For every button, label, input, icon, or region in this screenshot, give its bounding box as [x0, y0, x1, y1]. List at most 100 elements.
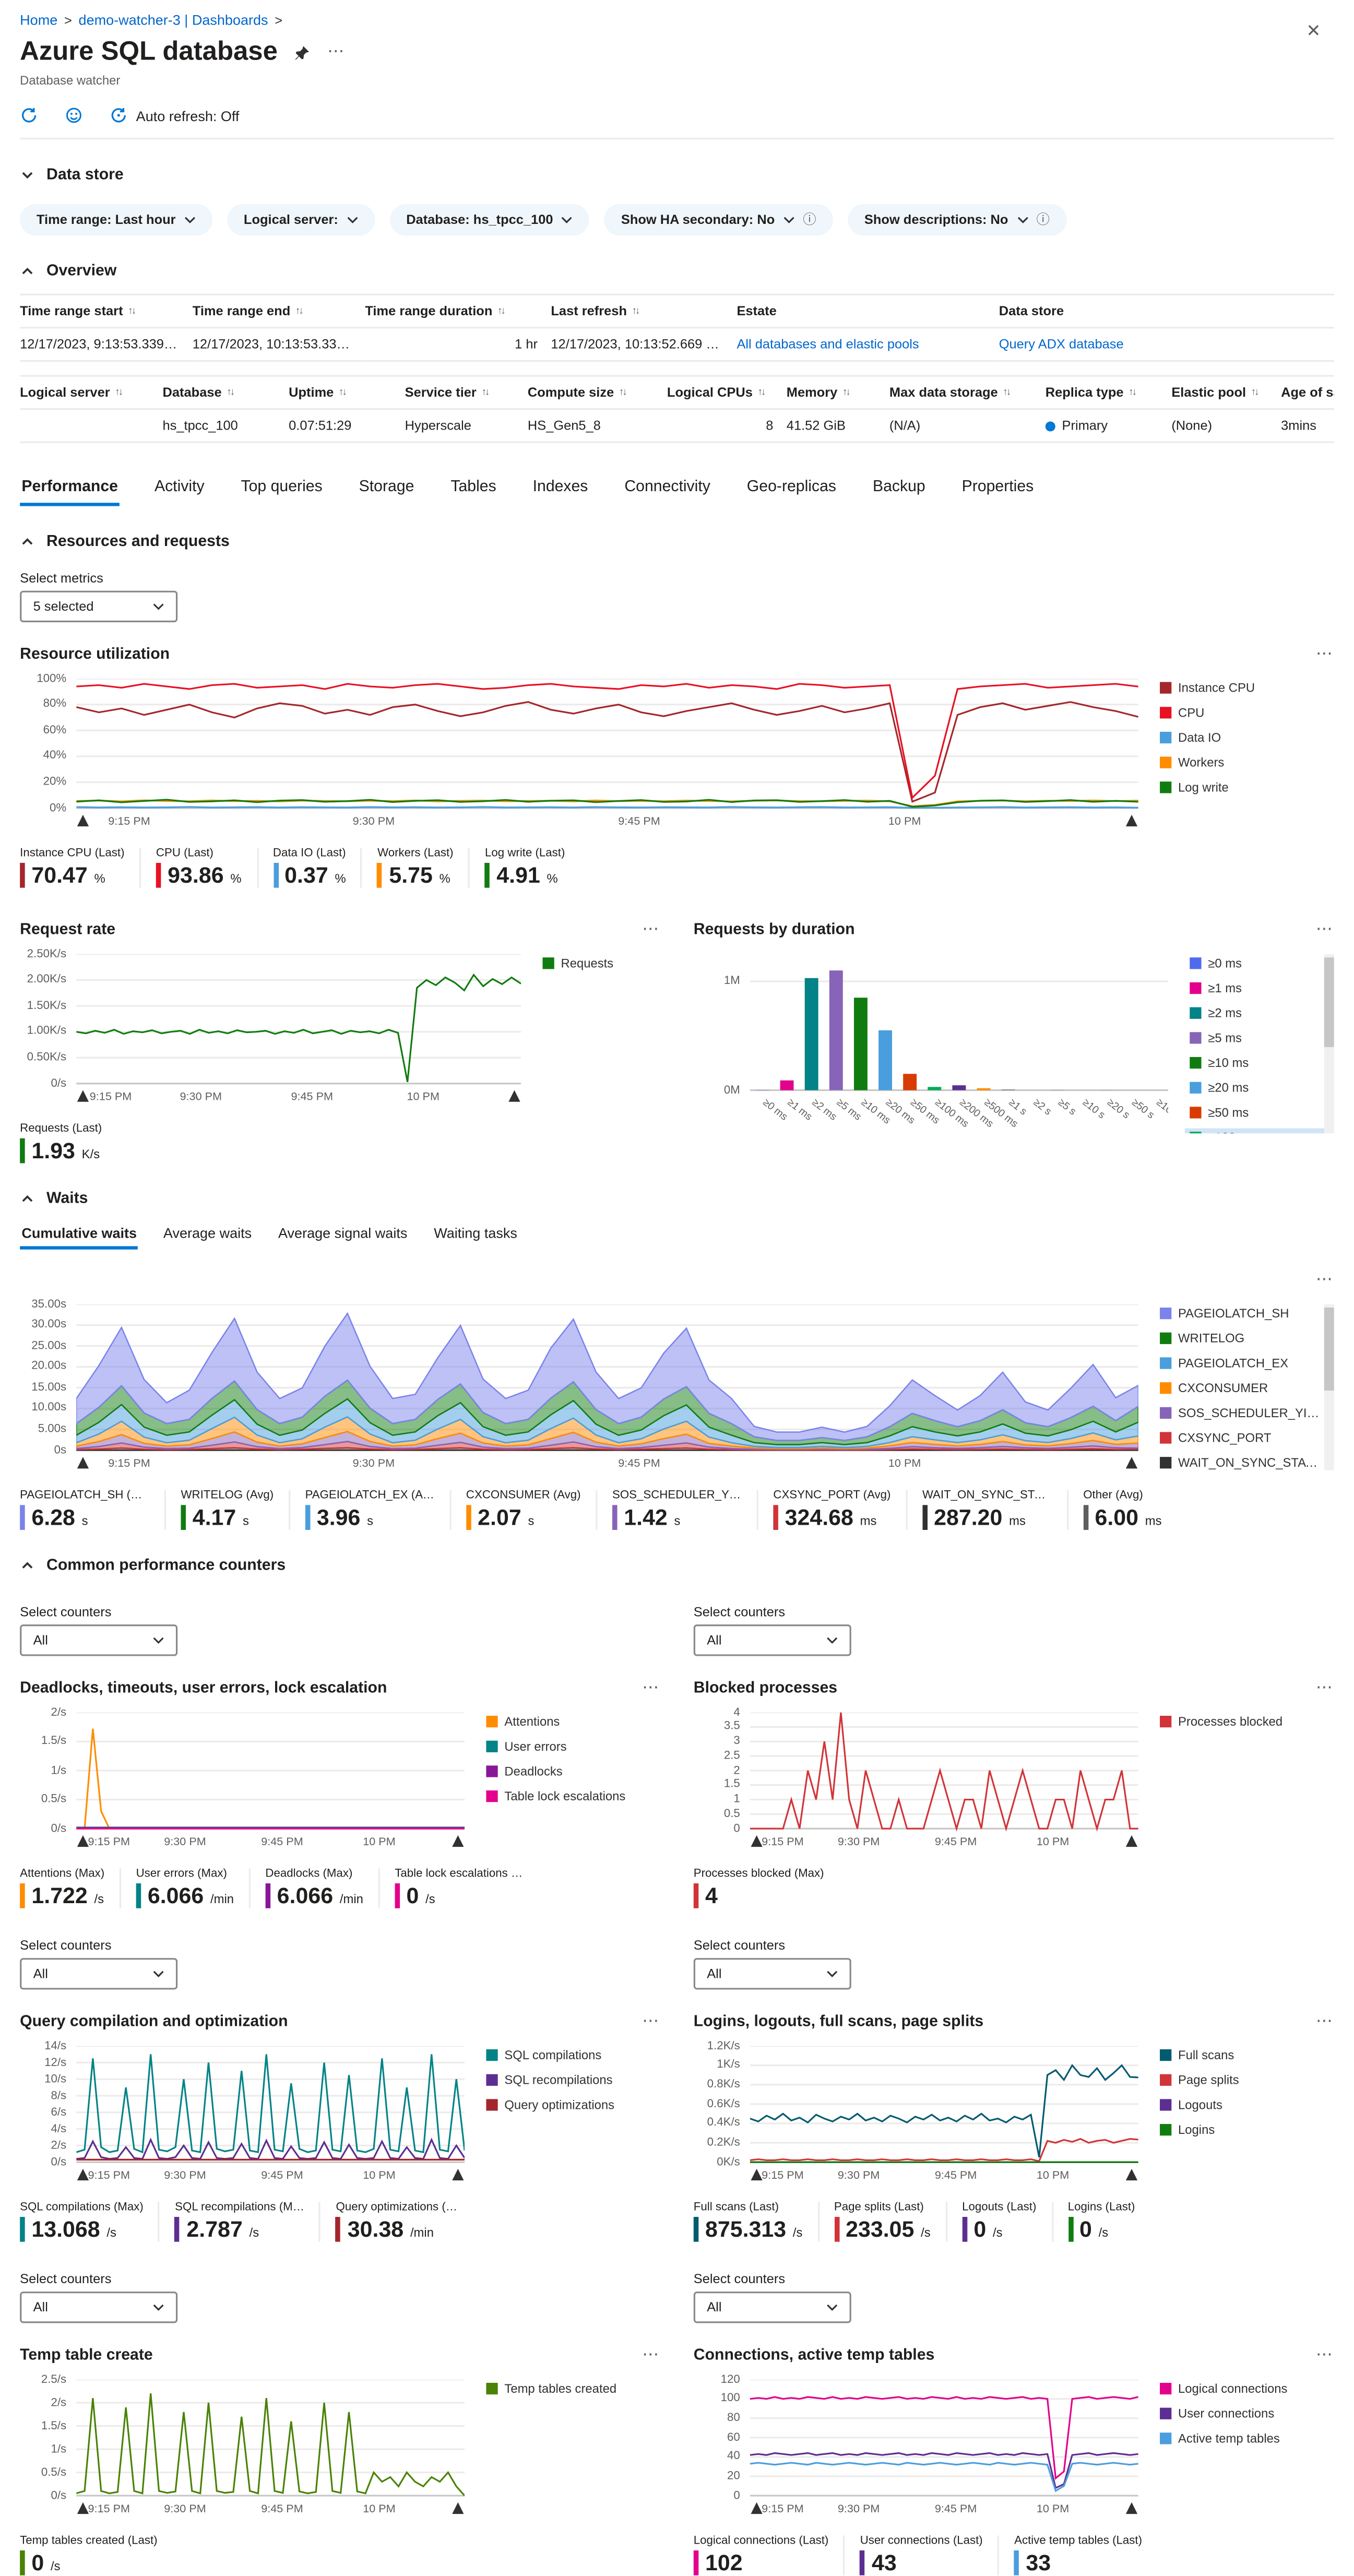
legend-item-requests[interactable]: Requests: [538, 954, 660, 972]
time-brush-handle[interactable]: [77, 2168, 89, 2181]
breadcrumb-link[interactable]: Home: [20, 11, 58, 29]
legend-item-pageiolatch-sh[interactable]: PAGEIOLATCH_SH: [1155, 1304, 1334, 1323]
time-brush-handle[interactable]: [77, 1835, 89, 1847]
time-brush-handle[interactable]: [1125, 2168, 1138, 2181]
column-header-age-of-sample[interactable]: Age of sample↑↓: [1281, 377, 1334, 410]
chart-canvas-request_rate[interactable]: 9:15 PM 9:30 PM 9:45 PM 10 PM: [76, 953, 522, 1107]
time-brush-handle[interactable]: [77, 814, 89, 827]
legend-item-table-lock-escalations[interactable]: Table lock escalations: [481, 1787, 660, 1806]
chart-canvas-query_compilation[interactable]: 9:15 PM 9:30 PM 9:45 PM 10 PM: [76, 2045, 466, 2186]
time-brush-handle[interactable]: [1125, 1457, 1138, 1469]
chart-canvas-temp_tables[interactable]: 9:15 PM 9:30 PM 9:45 PM 10 PM: [76, 2378, 466, 2519]
tab-average-waits[interactable]: Average waits: [162, 1218, 254, 1249]
section-common-performance-counters[interactable]: Common performance counters: [20, 1557, 1334, 1575]
chart-menu-button[interactable]: ⋯: [642, 1678, 661, 1697]
select-counters-dropdown[interactable]: All: [20, 1624, 178, 1656]
tab-performance[interactable]: Performance: [20, 470, 120, 506]
select-counters-dropdown[interactable]: All: [693, 1958, 851, 1990]
legend-item-logins[interactable]: Logins: [1155, 2121, 1334, 2139]
tab-indexes[interactable]: Indexes: [531, 470, 589, 506]
section-overview[interactable]: Overview: [20, 262, 1334, 280]
legend-item-active-temp-tables[interactable]: Active temp tables: [1155, 2429, 1334, 2448]
chart-menu-button[interactable]: ⋯: [1315, 920, 1334, 939]
tab-waiting-tasks[interactable]: Waiting tasks: [432, 1218, 519, 1249]
legend-item--50-ms[interactable]: ≥50 ms: [1185, 1103, 1334, 1122]
tab-backup[interactable]: Backup: [871, 470, 927, 506]
legend-item-data-io[interactable]: Data IO: [1155, 729, 1334, 747]
legend-item-full-scans[interactable]: Full scans: [1155, 2046, 1334, 2064]
legend-item--100-ms[interactable]: ≥100 ms: [1184, 1128, 1334, 1134]
chart-menu-button[interactable]: ⋯: [1315, 1678, 1334, 1697]
section-data-store[interactable]: Data store: [20, 166, 1334, 184]
tab-storage[interactable]: Storage: [357, 470, 415, 506]
legend-item-sos-scheduler-yield[interactable]: SOS_SCHEDULER_YIELD: [1155, 1404, 1334, 1422]
section-resources-and-requests[interactable]: Resources and requests: [20, 532, 1334, 551]
select-counters-dropdown[interactable]: All: [693, 1624, 851, 1656]
chart-menu-button[interactable]: ⋯: [642, 920, 661, 939]
legend-item--5-ms[interactable]: ≥5 ms: [1185, 1029, 1334, 1047]
chart-menu-button[interactable]: ⋯: [642, 2345, 661, 2364]
query-compilation-chart[interactable]: 9:15 PM 9:30 PM 9:45 PM 10 PM: [76, 2045, 466, 2186]
deadlocks-chart[interactable]: 9:15 PM 9:30 PM 9:45 PM 10 PM: [76, 1712, 465, 1852]
legend-item-user-connections[interactable]: User connections: [1155, 2404, 1334, 2423]
chart-menu-button[interactable]: ⋯: [642, 2012, 661, 2031]
time-brush-handle[interactable]: [751, 2168, 763, 2181]
time-brush-handle[interactable]: [77, 2502, 89, 2514]
temp-tables-chart[interactable]: 9:15 PM 9:30 PM 9:45 PM 10 PM: [76, 2378, 466, 2519]
legend-item-wait-on-sync-statistics[interactable]: WAIT_ON_SYNC_STATISTICS: [1155, 1454, 1334, 1470]
column-header-memory[interactable]: Memory ↑↓: [786, 377, 889, 410]
blocked-processes-chart[interactable]: 9:15 PM 9:30 PM 9:45 PM 10 PM: [750, 1712, 1138, 1852]
legend-item--2-ms[interactable]: ≥2 ms: [1185, 1004, 1334, 1022]
tab-average-signal-waits[interactable]: Average signal waits: [277, 1218, 409, 1249]
legend-item-sql-compilations[interactable]: SQL compilations: [481, 2046, 660, 2064]
legend-item--20-ms[interactable]: ≥20 ms: [1185, 1078, 1334, 1097]
auto-refresh-toggle[interactable]: Auto refresh: Off: [110, 106, 239, 124]
legend-item-query-optimizations[interactable]: Query optimizations: [481, 2096, 660, 2114]
column-header-uptime[interactable]: Uptime ↑↓: [289, 377, 405, 410]
time-brush-handle[interactable]: [452, 2502, 464, 2514]
legend-item-logical-connections[interactable]: Logical connections: [1155, 2380, 1334, 2398]
column-header-time-range-start[interactable]: Time range start ↑↓: [20, 295, 193, 329]
breadcrumb-link[interactable]: demo-watcher-3 | Dashboards: [78, 11, 268, 29]
select-counters-dropdown[interactable]: All: [693, 2292, 851, 2323]
column-header-last-refresh[interactable]: Last refresh ↑↓: [551, 295, 737, 329]
legend-scrollbar[interactable]: [1324, 954, 1334, 1134]
legend-item-logouts[interactable]: Logouts: [1155, 2096, 1334, 2114]
time-brush-handle[interactable]: [508, 1090, 520, 1102]
legend-scrollbar-thumb[interactable]: [1324, 957, 1334, 1047]
connections-chart[interactable]: 9:15 PM 9:30 PM 9:45 PM 10 PM: [750, 2378, 1139, 2519]
time-brush-handle[interactable]: [751, 1835, 763, 1847]
request-rate-chart[interactable]: 9:15 PM 9:30 PM 9:45 PM 10 PM: [76, 953, 522, 1107]
chart-canvas-blocked_processes[interactable]: 9:15 PM 9:30 PM 9:45 PM 10 PM: [750, 1712, 1138, 1852]
select-counters-dropdown[interactable]: All: [20, 2292, 178, 2323]
legend-item-cxsync-port[interactable]: CXSYNC_PORT: [1155, 1429, 1334, 1447]
table-link[interactable]: Query ADX database: [999, 337, 1124, 352]
legend-item-processes-blocked[interactable]: Processes blocked: [1155, 1713, 1334, 1731]
legend-item-sql-recompilations[interactable]: SQL recompilations: [481, 2071, 660, 2089]
legend-item--0-ms[interactable]: ≥0 ms: [1185, 954, 1334, 972]
cumulative-waits-chart[interactable]: 9:15 PM 9:30 PM 9:45 PM 10 PM: [75, 1303, 1139, 1474]
tab-connectivity[interactable]: Connectivity: [623, 470, 712, 506]
close-button[interactable]: ✕: [1296, 20, 1331, 43]
legend-item-attentions[interactable]: Attentions: [481, 1713, 660, 1731]
column-header-database[interactable]: Database ↑↓: [162, 377, 289, 410]
feedback-button[interactable]: [65, 106, 83, 124]
chart-canvas-connections[interactable]: 9:15 PM 9:30 PM 9:45 PM 10 PM: [750, 2378, 1139, 2519]
pin-icon[interactable]: [294, 45, 311, 62]
time-brush-handle[interactable]: [751, 2502, 763, 2514]
time-brush-handle[interactable]: [1125, 814, 1138, 827]
chart-canvas-waits[interactable]: 9:15 PM 9:30 PM 9:45 PM 10 PM: [75, 1303, 1139, 1474]
legend-item-page-splits[interactable]: Page splits: [1155, 2071, 1334, 2089]
filter-pill[interactable]: Database: hs_tpcc_100: [389, 204, 590, 236]
refresh-button[interactable]: [20, 106, 38, 124]
chart-menu-button[interactable]: ⋯: [1315, 2012, 1334, 2031]
table-link[interactable]: All databases and elastic pools: [737, 337, 919, 352]
column-header-time-range-duration[interactable]: Time range duration ↑↓: [365, 295, 551, 329]
chart-menu-button[interactable]: ⋯: [1315, 2345, 1334, 2364]
time-brush-handle[interactable]: [1125, 2502, 1138, 2514]
time-brush-handle[interactable]: [77, 1457, 89, 1469]
filter-pill[interactable]: Time range: Last hour: [20, 204, 212, 236]
column-header-service-tier[interactable]: Service tier ↑↓: [405, 377, 528, 410]
legend-item-cpu[interactable]: CPU: [1155, 704, 1334, 722]
tab-activity[interactable]: Activity: [153, 470, 206, 506]
